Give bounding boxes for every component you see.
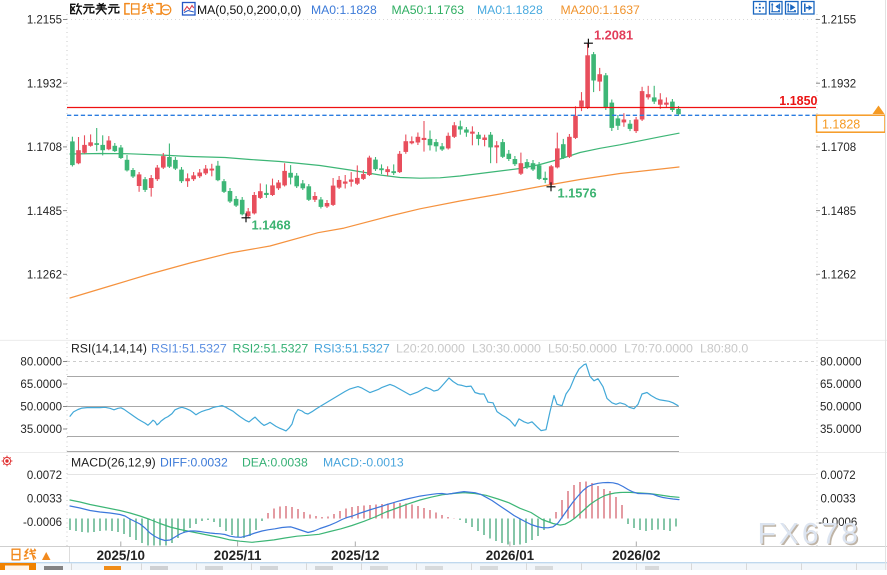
svg-text:2026/01: 2026/01 [486,548,535,563]
svg-text:1.1932: 1.1932 [821,78,856,90]
svg-text:RSI2:51.5327: RSI2:51.5327 [233,342,309,356]
svg-text:L70:70.0000: L70:70.0000 [624,342,693,356]
svg-text:35.0000: 35.0000 [20,424,62,436]
svg-text:MA(0,50,0,200,0,0): MA(0,50,0,200,0,0) [197,3,301,17]
svg-text:1.2155: 1.2155 [27,15,62,27]
svg-text:50.0000: 50.0000 [820,402,862,414]
svg-text:1.2081: 1.2081 [594,28,633,43]
svg-text:MA0:1.1828: MA0:1.1828 [311,3,377,17]
svg-text:MA0:1.1828: MA0:1.1828 [477,3,543,17]
svg-text:L30:30.0000: L30:30.0000 [472,342,541,356]
svg-text:1.1262: 1.1262 [821,270,856,282]
svg-text:0.0072: 0.0072 [27,470,62,482]
svg-text:80.0000: 80.0000 [820,357,862,369]
svg-text:1.1485: 1.1485 [27,206,62,218]
svg-text:1.1828: 1.1828 [822,118,860,132]
svg-text:1.1850: 1.1850 [779,94,817,108]
svg-text:0.0033: 0.0033 [27,494,62,506]
svg-text:1.1576: 1.1576 [558,186,597,201]
svg-text:MACD:-0.0013: MACD:-0.0013 [323,456,404,470]
svg-text:2026/02: 2026/02 [612,548,660,563]
svg-text:RSI3:51.5327: RSI3:51.5327 [314,342,390,356]
svg-text:1.1485: 1.1485 [821,206,856,218]
svg-text:FX678: FX678 [758,518,861,551]
svg-text:1.2155: 1.2155 [821,15,856,27]
svg-text:MA200:1.1637: MA200:1.1637 [561,3,641,17]
svg-text:RSI(14,14,14): RSI(14,14,14) [71,342,147,356]
svg-text:1.1262: 1.1262 [27,270,62,282]
svg-text:1.1708: 1.1708 [821,142,856,154]
svg-text:1.1468: 1.1468 [252,218,291,233]
svg-text:L20:20.0000: L20:20.0000 [396,342,465,356]
svg-text:DIFF:0.0032: DIFF:0.0032 [160,456,228,470]
svg-text:DEA:0.0038: DEA:0.0038 [242,456,308,470]
svg-text:65.0000: 65.0000 [820,379,862,391]
svg-text:-0.0006: -0.0006 [23,517,62,529]
svg-text:L80:80.0: L80:80.0 [700,342,748,356]
svg-text:2025/11: 2025/11 [214,548,262,563]
svg-text:L50:50.0000: L50:50.0000 [548,342,617,356]
svg-text:RSI1:51.5327: RSI1:51.5327 [151,342,227,356]
svg-text:MACD(26,12,9): MACD(26,12,9) [71,456,156,470]
svg-text:2025/12: 2025/12 [331,548,379,563]
svg-text:1.1932: 1.1932 [27,78,62,90]
svg-text:2025/10: 2025/10 [97,548,145,563]
svg-text:0.0072: 0.0072 [821,470,856,482]
svg-text:65.0000: 65.0000 [20,379,62,391]
svg-text:0.0033: 0.0033 [821,494,856,506]
svg-text:50.0000: 50.0000 [20,402,62,414]
svg-text:1.1708: 1.1708 [27,142,62,154]
svg-text:MA50:1.1763: MA50:1.1763 [392,3,465,17]
svg-text:80.0000: 80.0000 [20,357,62,369]
svg-text:35.0000: 35.0000 [820,424,862,436]
